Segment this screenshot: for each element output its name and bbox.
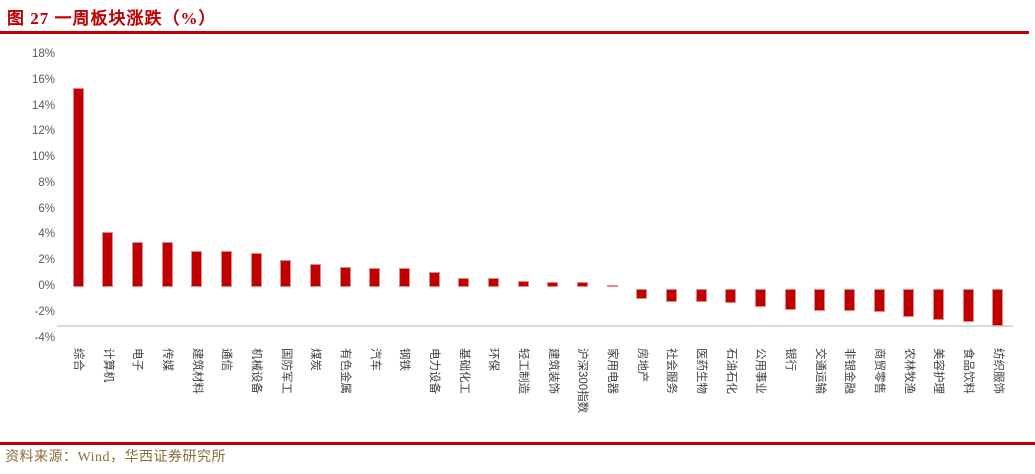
x-axis-label: 有色金属 [339, 348, 352, 394]
bar [161, 242, 173, 288]
bar [843, 289, 855, 311]
y-axis-tick-label: 12% [31, 125, 55, 138]
bar [665, 289, 677, 302]
x-axis-label: 环保 [487, 348, 500, 371]
x-axis-label: 食品饮料 [962, 348, 975, 394]
x-axis-label: 轻工制造 [517, 348, 530, 394]
bar [72, 87, 84, 288]
x-axis-label: 计算机 [101, 348, 114, 383]
y-axis-tick-label: 14% [31, 99, 55, 112]
bar [309, 264, 321, 288]
x-axis-label: 汽车 [368, 348, 381, 371]
x-axis-label: 纺织服饰 [991, 348, 1004, 394]
x-axis-label: 房地产 [635, 348, 648, 383]
x-axis-label: 农林牧渔 [902, 348, 915, 394]
y-axis-tick-label: 16% [31, 73, 55, 86]
y-axis-tick-label: 0% [38, 280, 55, 292]
x-axis-label: 银行 [784, 348, 797, 371]
y-axis-tick-label: 8% [38, 176, 55, 189]
y-axis-tick-label: 2% [38, 254, 55, 267]
bar [517, 281, 529, 288]
x-axis-label: 社会服务 [665, 348, 678, 394]
x-axis-label: 综合 [72, 348, 84, 371]
source-note: 资料来源：Wind，华西证券研究所 [5, 450, 227, 465]
bar [191, 251, 203, 288]
bar [576, 282, 588, 288]
bar [903, 289, 915, 318]
bar [992, 289, 1004, 327]
bar-chart: 18% 16% 14% 12% 10% 8% 6% 4% 2% 0% -2% -4% 综合 计算机 电子传… [0, 38, 1035, 438]
bar [636, 289, 648, 300]
zero-axis-line [57, 325, 1013, 327]
bar [428, 272, 440, 288]
footer-rule [0, 442, 1035, 445]
x-axis-label: 建筑材料 [190, 348, 203, 394]
x-axis-label: 通信 [220, 348, 233, 371]
y-axis-tick-label: -4% [34, 331, 55, 344]
y-axis-tick-label: 4% [38, 228, 55, 241]
x-axis-label: 家用电器 [606, 348, 619, 394]
bar [487, 278, 499, 288]
x-axis-label: 交通运输 [813, 348, 826, 394]
x-axis-label: 美容护理 [932, 348, 945, 394]
bar [369, 268, 381, 288]
x-axis-label: 传媒 [161, 348, 173, 371]
bar [280, 260, 292, 288]
bar [932, 289, 944, 320]
x-axis-label: 电力设备 [428, 348, 441, 394]
bar [339, 266, 351, 288]
y-axis-tick-label: 10% [31, 151, 55, 164]
x-axis-label: 煤炭 [309, 348, 322, 371]
bar [962, 289, 974, 323]
x-axis-label: 医药生物 [695, 348, 708, 394]
bar [606, 284, 618, 288]
bar [220, 251, 232, 288]
bar [102, 232, 114, 288]
x-axis-label: 钢铁 [398, 348, 411, 371]
x-axis-label: 石油石化 [724, 348, 737, 394]
y-axis-tick-label: 18% [31, 48, 55, 61]
x-axis-label: 沪深300指数 [576, 348, 589, 414]
bar [458, 278, 470, 288]
bar [754, 289, 766, 308]
bar [725, 289, 737, 304]
x-axis-label: 建筑装饰 [546, 348, 559, 394]
figure-title: 图 27 一周板块涨跌（%） [7, 9, 217, 28]
x-axis-label: 商贸零售 [873, 348, 886, 394]
bar [547, 282, 559, 288]
x-axis-label: 公用事业 [754, 348, 767, 394]
y-axis-tick-label: -2% [34, 305, 55, 318]
x-axis-label: 电子 [131, 348, 144, 371]
x-axis-label: 机械设备 [250, 348, 263, 394]
title-underline [0, 31, 1029, 34]
x-axis-label: 国防军工 [279, 348, 292, 394]
bar [131, 242, 143, 288]
y-axis-tick-label: 6% [38, 202, 55, 215]
bar [398, 268, 410, 288]
bar [873, 289, 885, 313]
bar [250, 252, 262, 288]
bar [695, 289, 707, 302]
bar [784, 289, 796, 310]
bar [814, 289, 826, 311]
x-axis-label: 基础化工 [457, 348, 470, 394]
x-axis-label: 非银金融 [843, 348, 856, 394]
